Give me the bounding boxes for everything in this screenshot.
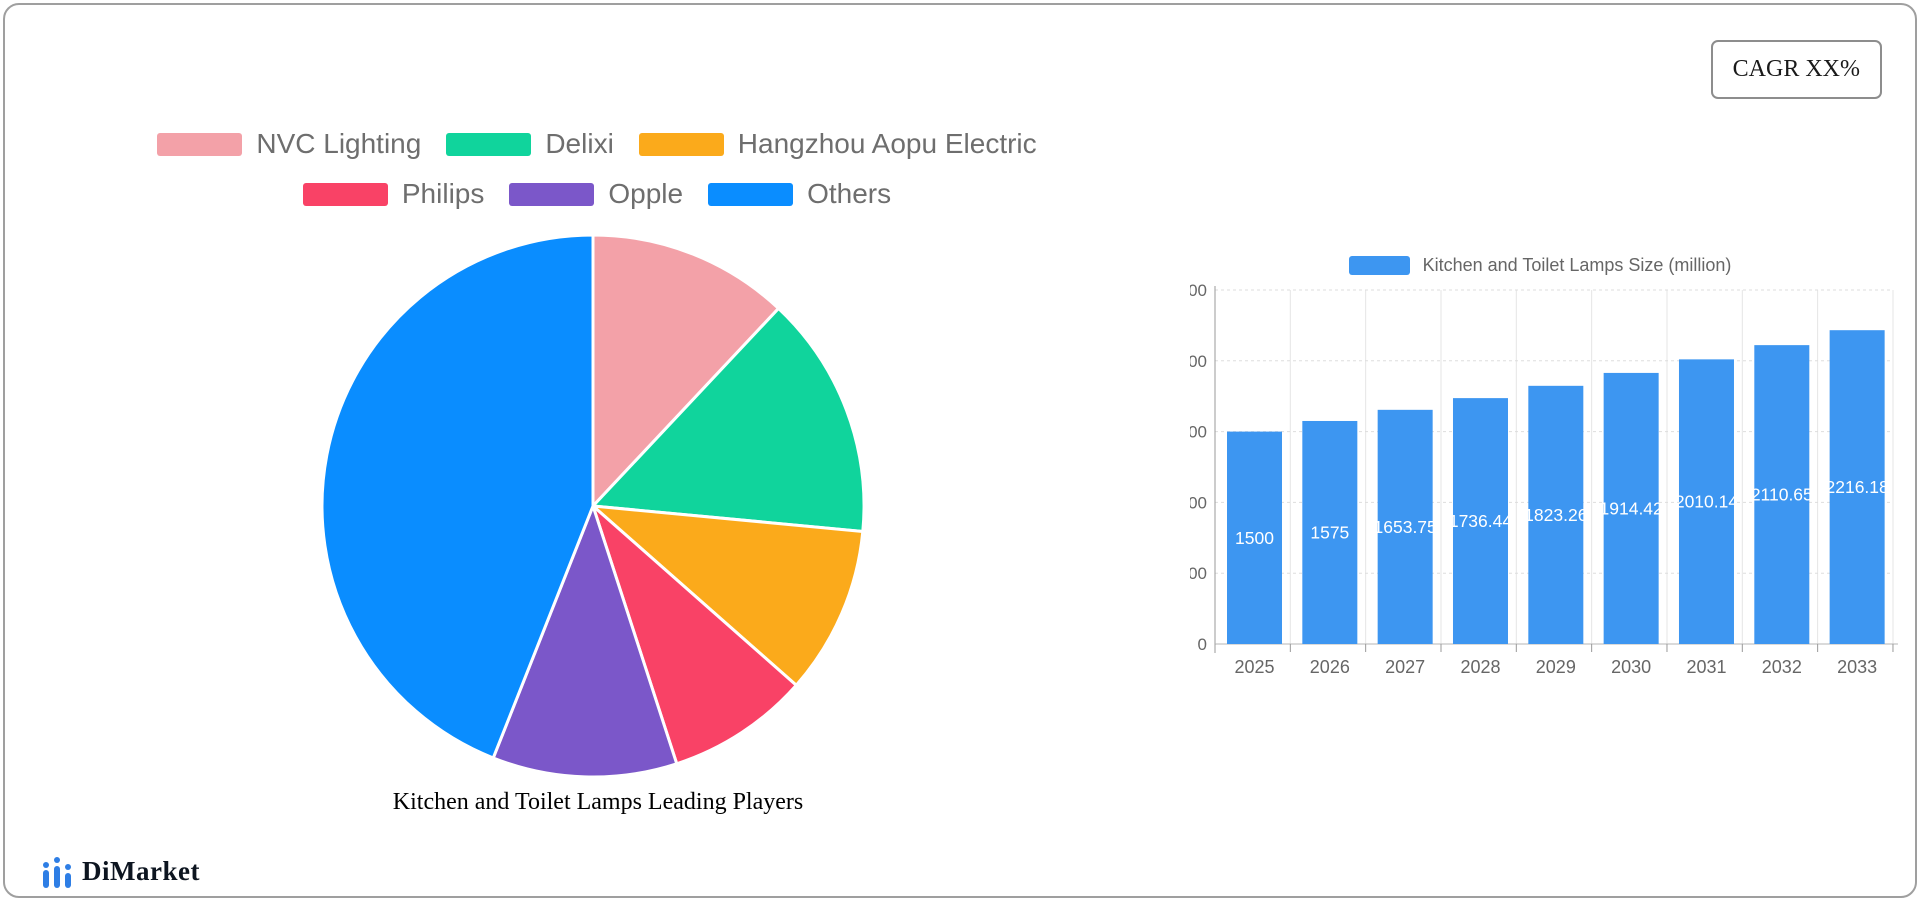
bar-value-label-2030: 1914.42 [1600, 498, 1663, 518]
x-tick-label-2031: 2031 [1686, 657, 1726, 677]
pie-legend: NVC Lighting Delixi Hangzhou Aopu Electric… [67, 128, 1127, 210]
pie-legend-item-others[interactable]: Others [708, 178, 891, 210]
report-card: CAGR XX% NVC Lighting Delixi Hangzhou Aopu… [3, 3, 1917, 898]
brand-name: DiMarket [82, 856, 200, 886]
bar-value-label-2025: 1500 [1235, 528, 1274, 548]
bar-chart-logo-icon [43, 857, 71, 888]
y-tick-label-1000: 1000 [1190, 493, 1207, 512]
bar-value-label-2028: 1736.44 [1449, 511, 1513, 531]
bar-2029[interactable] [1528, 385, 1584, 644]
legend-label: Others [807, 178, 892, 209]
legend-swatch [446, 132, 532, 156]
pie-legend-item-nvc-lighting[interactable]: NVC Lighting [157, 128, 421, 160]
pie-slice-philips[interactable] [591, 504, 798, 766]
x-tick-label-2032: 2032 [1762, 657, 1802, 677]
legend-swatch [157, 132, 243, 156]
pie-legend-row: NVC Lighting Delixi Hangzhou Aopu Electric [67, 128, 1127, 160]
y-tick-label-2500: 2500 [1190, 281, 1207, 300]
legend-swatch [302, 182, 388, 206]
y-tick-label-0: 0 [1198, 635, 1207, 654]
legend-label: NVC Lighting [256, 128, 422, 159]
legend-label: Hangzhou Aopu Electric [737, 128, 1037, 159]
bar-value-label-2033: 2216.18 [1826, 477, 1889, 497]
legend-label: Philips [401, 178, 485, 209]
bar-2033[interactable] [1829, 330, 1885, 644]
y-tick-label-2000: 2000 [1190, 352, 1207, 371]
bar-value-label-2026: 1575 [1310, 522, 1349, 542]
bar-chart-svg: 0 500 1000 1500 2000 2500 1500 2025 1575 2026 1653… [1190, 281, 1898, 677]
bar-value-label-2029: 1823.26 [1524, 505, 1587, 525]
x-tick-label-2025: 2025 [1234, 657, 1274, 677]
bar-legend-item[interactable]: Kitchen and Toilet Lamps Size (million) [1190, 255, 1890, 276]
pie-legend-item-opple[interactable]: Opple [509, 178, 683, 210]
pie-slice-hangzhou-aopu-electric[interactable] [591, 504, 865, 687]
pie-slice-opple[interactable] [491, 504, 679, 779]
x-tick-label-2027: 2027 [1385, 657, 1425, 677]
y-tick-label-500: 500 [1190, 564, 1207, 583]
bar-legend-label: Kitchen and Toilet Lamps Size (million) [1422, 255, 1732, 275]
x-tick-label-2026: 2026 [1310, 657, 1350, 677]
legend-swatch [638, 132, 724, 156]
pie-legend-item-hangzhou-aopu-electric[interactable]: Hangzhou Aopu Electric [638, 128, 1037, 160]
y-tick-label-1500: 1500 [1190, 423, 1207, 442]
x-tick-label-2029: 2029 [1536, 657, 1576, 677]
pie-slice-nvc-lighting[interactable] [591, 233, 781, 508]
pie-slice-delixi[interactable] [591, 306, 866, 533]
bar-2030[interactable] [1603, 372, 1659, 644]
x-tick-label-2028: 2028 [1460, 657, 1500, 677]
bar-2026[interactable] [1302, 420, 1358, 644]
bar-legend-swatch [1348, 256, 1410, 275]
cagr-label: CAGR XX% [1732, 56, 1860, 82]
pie-chart-svg [320, 233, 866, 779]
legend-swatch [509, 182, 595, 206]
bar-value-label-2027: 1653.75 [1374, 517, 1437, 537]
brand-logo: DiMarket [41, 855, 200, 888]
pie-legend-item-delixi[interactable]: Delixi [446, 128, 614, 160]
pie-legend-row: Philips Opple Others [67, 178, 1127, 210]
cagr-badge: CAGR XX% [1710, 40, 1882, 99]
legend-label: Opple [608, 178, 684, 209]
bar-value-label-2032: 2110.65 [1751, 485, 1813, 505]
bar-2032[interactable] [1754, 345, 1810, 644]
bar-2025[interactable] [1227, 431, 1282, 644]
pie-slice-others[interactable] [320, 233, 595, 760]
bar-2027[interactable] [1377, 409, 1433, 644]
bar-2028[interactable] [1452, 398, 1508, 644]
bar-value-label-2031: 2010.14 [1675, 492, 1739, 512]
legend-swatch [708, 182, 794, 206]
x-tick-label-2030: 2030 [1611, 657, 1651, 677]
pie-legend-item-philips[interactable]: Philips [302, 178, 485, 210]
x-tick-label-2033: 2033 [1837, 657, 1877, 677]
bar-2031[interactable] [1678, 359, 1734, 644]
legend-label: Delixi [545, 128, 614, 159]
pie-chart-title: Kitchen and Toilet Lamps Leading Players [392, 789, 804, 815]
